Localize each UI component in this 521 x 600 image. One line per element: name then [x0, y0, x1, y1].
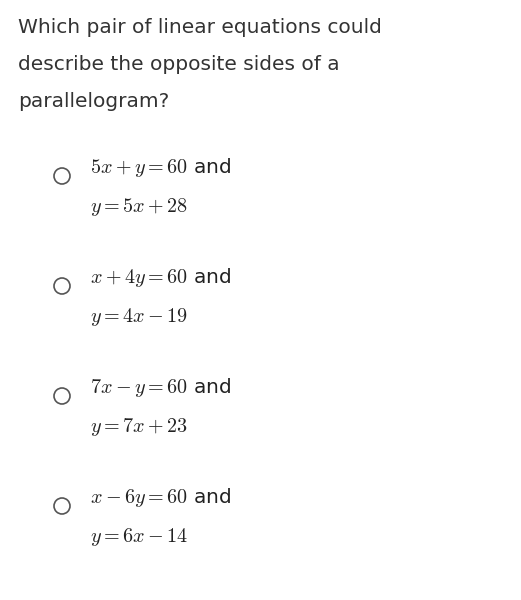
Text: describe the opposite sides of a: describe the opposite sides of a	[18, 55, 340, 74]
Text: $5x + y = 60$ and: $5x + y = 60$ and	[90, 156, 231, 179]
Text: $x + 4y = 60$ and: $x + 4y = 60$ and	[90, 266, 231, 289]
Text: $y = 6x - 14$: $y = 6x - 14$	[90, 526, 189, 548]
Text: $7x - y = 60$ and: $7x - y = 60$ and	[90, 376, 231, 399]
Text: parallelogram?: parallelogram?	[18, 92, 169, 111]
Circle shape	[54, 168, 70, 184]
Text: $y = 7x + 23$: $y = 7x + 23$	[90, 416, 188, 438]
Circle shape	[54, 388, 70, 404]
Text: Which pair of linear equations could: Which pair of linear equations could	[18, 18, 382, 37]
Circle shape	[54, 278, 70, 294]
Text: $x - 6y = 60$ and: $x - 6y = 60$ and	[90, 486, 231, 509]
Text: $y = 5x + 28$: $y = 5x + 28$	[90, 196, 188, 218]
Circle shape	[54, 498, 70, 514]
Text: $y = 4x - 19$: $y = 4x - 19$	[90, 306, 188, 328]
